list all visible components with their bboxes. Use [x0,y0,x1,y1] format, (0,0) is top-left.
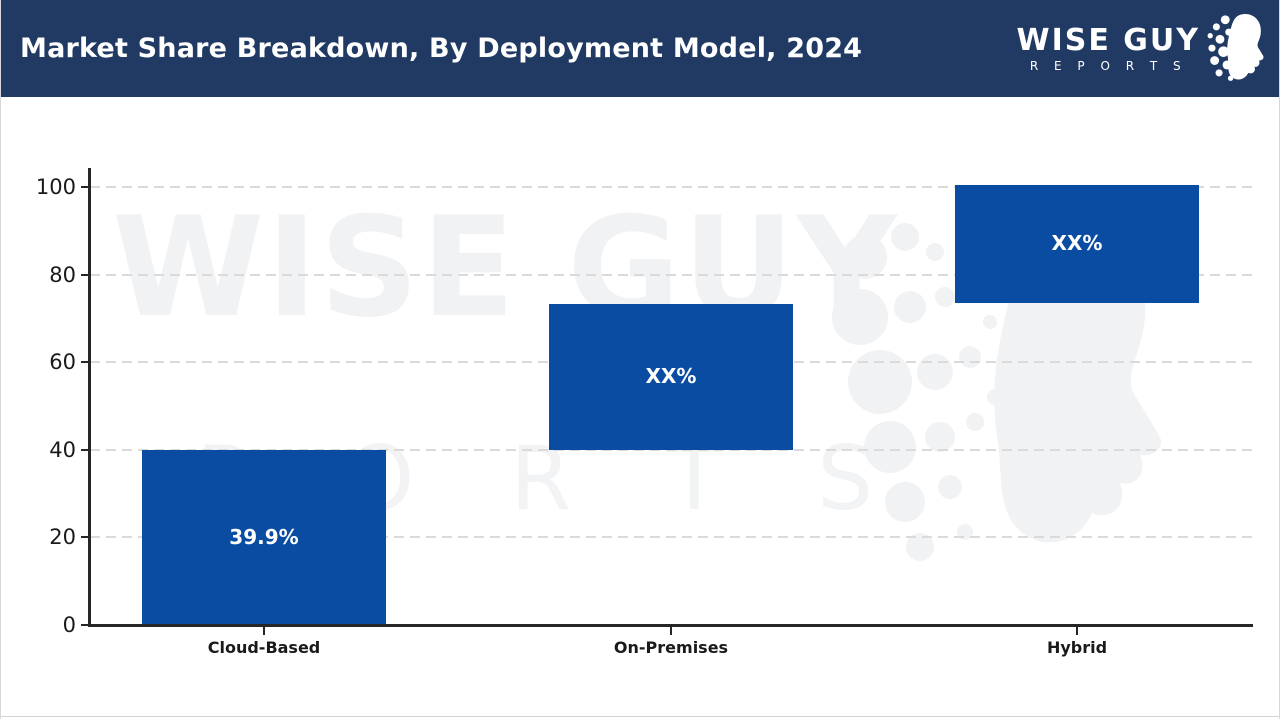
y-tick-mark-60 [81,361,89,364]
logo-wordmark-block: WISE GUY R E P O R T S [1016,22,1200,73]
y-tick-mark-0 [81,624,89,626]
wise-guy-reports-logo: WISE GUY R E P O R T S [1016,6,1266,92]
x-axis-label-on-premises: On-Premises [613,638,729,657]
logo-subtext: R E P O R T S [1029,58,1187,73]
y-tick-label-0: 0 [62,613,76,637]
bar-value-label-on-premises: XX% [645,363,697,388]
gridline-20 [90,536,1253,539]
logo-face-icon [1207,13,1264,81]
y-axis [88,168,91,627]
bar-value-label-cloud-based: 39.9% [229,524,299,549]
y-tick-label-100: 100 [35,175,76,199]
y-tick-mark-20 [81,536,89,539]
y-tick-label-40: 40 [49,437,76,462]
y-tick-mark-100 [81,186,89,188]
y-tick-label-80: 80 [49,262,76,287]
x-tick-mark-on-premises [670,627,672,635]
gridline-80 [90,273,1253,276]
bar-cloud-based [142,450,386,625]
y-tick-label-20: 20 [49,525,76,550]
header-bar: Market Share Breakdown, By Deployment Mo… [0,0,1280,97]
x-axis-label-hybrid: Hybrid [1046,638,1108,657]
waterfall-chart: WISE GUY P O R T S [0,97,1280,716]
x-tick-mark-hybrid [1076,627,1078,635]
logo-wordmark: WISE GUY [1016,22,1200,58]
x-tick-mark-cloud-based [263,627,265,635]
page-title: Market Share Breakdown, By Deployment Mo… [20,33,863,64]
y-tick-mark-40 [81,448,89,451]
y-tick-mark-80 [81,273,89,276]
bar-value-label-hybrid: XX% [1051,231,1103,256]
y-tick-label-60: 60 [49,350,76,375]
bar-on-premises [549,303,793,451]
gridline-100 [90,186,1253,188]
x-axis-label-cloud-based: Cloud-Based [207,638,321,657]
x-axis [88,624,1253,627]
bottom-divider [0,716,1280,717]
